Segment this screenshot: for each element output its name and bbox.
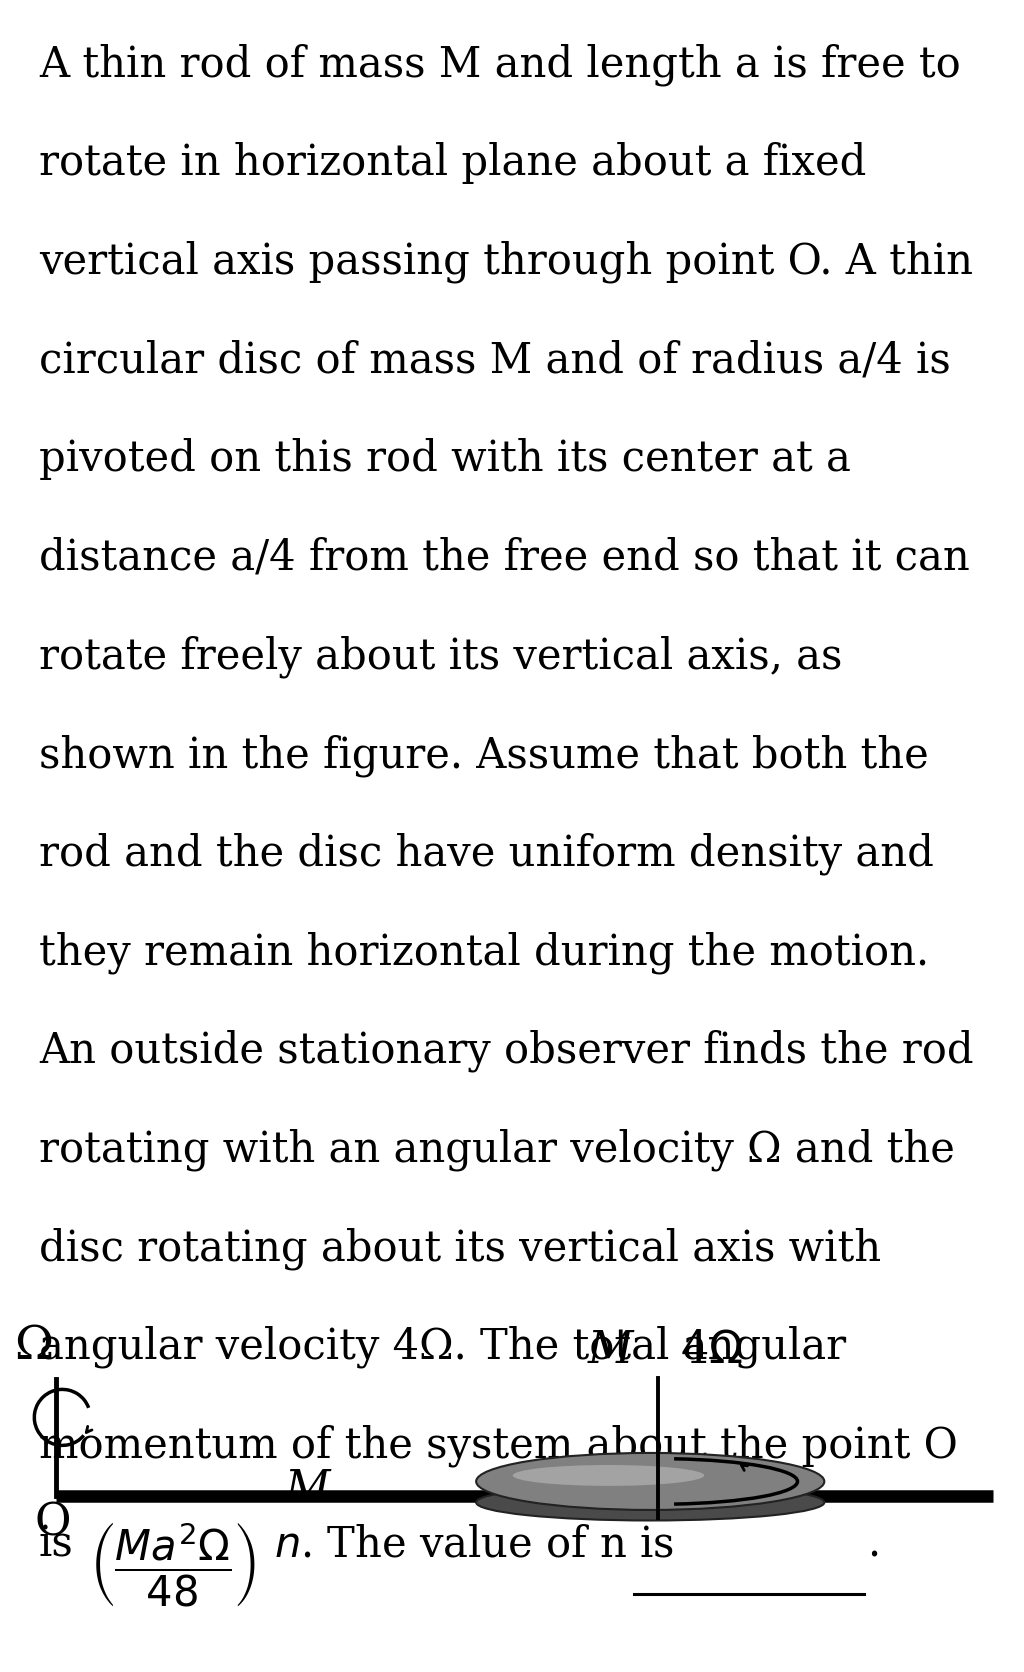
Text: rotate freely about its vertical axis, as: rotate freely about its vertical axis, a… bbox=[39, 635, 843, 677]
Text: Ω: Ω bbox=[14, 1324, 53, 1369]
Text: O: O bbox=[35, 1501, 71, 1545]
Text: momentum of the system about the point O: momentum of the system about the point O bbox=[39, 1425, 957, 1466]
Text: distance a/4 from the free end so that it can: distance a/4 from the free end so that i… bbox=[39, 537, 970, 579]
Text: rod and the disc have uniform density and: rod and the disc have uniform density an… bbox=[39, 833, 934, 874]
Text: angular velocity 4Ω. The total angular: angular velocity 4Ω. The total angular bbox=[39, 1326, 846, 1368]
Text: disc rotating about its vertical axis with: disc rotating about its vertical axis wi… bbox=[39, 1227, 881, 1269]
Text: vertical axis passing through point O. A thin: vertical axis passing through point O. A… bbox=[39, 241, 973, 283]
Text: is: is bbox=[39, 1523, 74, 1565]
Text: .: . bbox=[867, 1523, 880, 1565]
Text: An outside stationary observer finds the rod: An outside stationary observer finds the… bbox=[39, 1030, 974, 1072]
Ellipse shape bbox=[476, 1485, 824, 1520]
Text: they remain horizontal during the motion.: they remain horizontal during the motion… bbox=[39, 931, 929, 973]
Text: pivoted on this rod with its center at a: pivoted on this rod with its center at a bbox=[39, 438, 851, 480]
Text: circular disc of mass M and of radius a/4 is: circular disc of mass M and of radius a/… bbox=[39, 339, 950, 381]
Text: A thin rod of mass M and length a is free to: A thin rod of mass M and length a is fre… bbox=[39, 43, 961, 85]
Text: shown in the figure. Assume that both the: shown in the figure. Assume that both th… bbox=[39, 734, 929, 776]
Text: rotate in horizontal plane about a fixed: rotate in horizontal plane about a fixed bbox=[39, 142, 866, 184]
Text: $\left(\dfrac{Ma^2\Omega}{48}\right)$: $\left(\dfrac{Ma^2\Omega}{48}\right)$ bbox=[89, 1520, 256, 1608]
Text: M: M bbox=[588, 1329, 633, 1373]
Ellipse shape bbox=[513, 1465, 705, 1486]
Ellipse shape bbox=[476, 1453, 824, 1510]
Text: rotating with an angular velocity Ω and the: rotating with an angular velocity Ω and … bbox=[39, 1129, 954, 1170]
Text: $n$. The value of n is: $n$. The value of n is bbox=[273, 1523, 674, 1565]
Text: M: M bbox=[285, 1468, 330, 1511]
Text: 4$\Omega$: 4$\Omega$ bbox=[680, 1329, 743, 1373]
